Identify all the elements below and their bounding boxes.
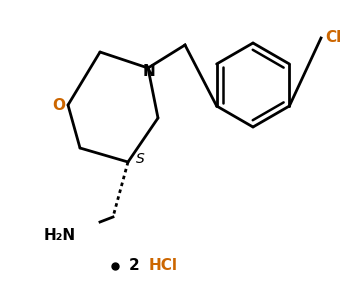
Text: O: O [53, 98, 66, 113]
Text: N: N [143, 64, 155, 79]
Text: H₂N: H₂N [44, 228, 76, 243]
Text: S: S [136, 152, 144, 166]
Text: HCl: HCl [149, 259, 178, 274]
Text: Cl: Cl [325, 30, 341, 45]
Text: 2: 2 [128, 259, 139, 274]
